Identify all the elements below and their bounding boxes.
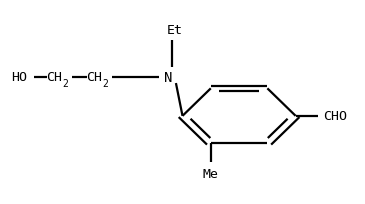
Text: 2: 2 — [62, 79, 68, 89]
Text: Et: Et — [167, 24, 183, 37]
Text: HO: HO — [11, 71, 27, 84]
Text: N: N — [164, 71, 172, 84]
Text: Me: Me — [203, 167, 219, 180]
Text: CH: CH — [86, 71, 102, 84]
Text: CH: CH — [46, 71, 62, 84]
Text: 2: 2 — [102, 79, 108, 89]
Text: CHO: CHO — [323, 110, 347, 123]
